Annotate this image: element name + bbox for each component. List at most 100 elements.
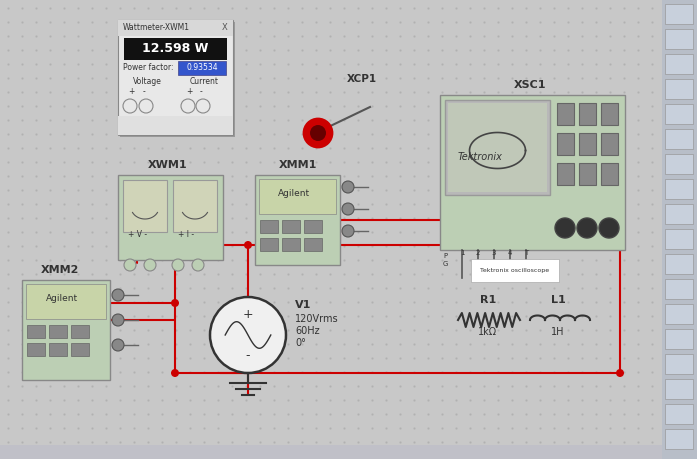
Circle shape — [171, 369, 179, 377]
Circle shape — [124, 259, 136, 271]
Bar — [124, 38, 227, 60]
Bar — [118, 116, 233, 135]
Text: G: G — [443, 261, 447, 267]
Bar — [49, 325, 67, 338]
Text: P: P — [443, 253, 447, 259]
Text: 12.598 W: 12.598 W — [142, 43, 208, 56]
Text: Agilent: Agilent — [277, 189, 309, 198]
Bar — [178, 61, 226, 75]
Circle shape — [181, 99, 195, 113]
Bar — [665, 329, 693, 349]
Circle shape — [616, 369, 624, 377]
Text: Tektronix oscilloscope: Tektronix oscilloscope — [480, 268, 549, 273]
Bar — [665, 404, 693, 424]
Bar — [260, 238, 278, 251]
Bar — [579, 163, 596, 185]
Text: +: + — [128, 88, 135, 96]
Bar — [22, 280, 110, 380]
Bar — [665, 379, 693, 399]
Bar — [665, 54, 693, 74]
Bar — [665, 304, 693, 324]
Circle shape — [171, 299, 179, 307]
Text: 4: 4 — [508, 250, 512, 256]
Bar — [0, 445, 662, 459]
Text: 1kΩ: 1kΩ — [478, 327, 498, 337]
Bar — [282, 238, 300, 251]
Text: XSC1: XSC1 — [514, 80, 546, 90]
Circle shape — [555, 218, 575, 238]
Circle shape — [196, 99, 210, 113]
Bar — [665, 29, 693, 49]
Circle shape — [112, 289, 124, 301]
Text: Tektronix: Tektronix — [458, 152, 503, 162]
Text: +: + — [243, 308, 253, 320]
Text: Power factor:: Power factor: — [123, 63, 174, 73]
Circle shape — [144, 259, 156, 271]
Bar — [601, 163, 618, 185]
Text: + V -: + V - — [128, 230, 147, 239]
Text: Wattmeter-XWM1: Wattmeter-XWM1 — [123, 23, 190, 33]
Bar — [601, 103, 618, 125]
Text: 0.93534: 0.93534 — [186, 63, 217, 73]
Bar — [662, 0, 697, 459]
Circle shape — [210, 297, 286, 373]
Bar — [557, 103, 574, 125]
Circle shape — [342, 225, 354, 237]
Text: 1: 1 — [460, 250, 464, 256]
Bar — [665, 154, 693, 174]
Bar — [557, 133, 574, 155]
Circle shape — [304, 119, 332, 147]
Text: 60Hz: 60Hz — [295, 326, 320, 336]
Bar — [71, 343, 89, 356]
Text: -: - — [143, 88, 146, 96]
Bar — [260, 220, 278, 233]
Bar — [304, 220, 322, 233]
Bar — [665, 229, 693, 249]
Bar — [579, 103, 596, 125]
Text: 0°: 0° — [295, 338, 306, 348]
Bar — [282, 220, 300, 233]
Bar — [665, 129, 693, 149]
Text: X: X — [222, 23, 228, 33]
Text: 2: 2 — [476, 250, 480, 256]
Bar — [259, 179, 336, 214]
Text: XCP1: XCP1 — [347, 74, 377, 84]
Circle shape — [139, 99, 153, 113]
Text: R1: R1 — [480, 295, 496, 305]
Text: -: - — [200, 88, 203, 96]
Text: 120Vrms: 120Vrms — [295, 314, 339, 324]
Text: 3: 3 — [492, 250, 496, 256]
Circle shape — [244, 241, 252, 249]
Text: 1H: 1H — [551, 327, 565, 337]
Bar — [118, 175, 223, 260]
Text: L1: L1 — [551, 295, 565, 305]
Bar — [665, 179, 693, 199]
Circle shape — [112, 339, 124, 351]
Bar — [120, 22, 235, 137]
Bar — [118, 20, 233, 135]
Bar — [27, 325, 45, 338]
Bar — [448, 103, 547, 192]
Circle shape — [192, 259, 204, 271]
Bar — [440, 95, 625, 250]
Text: XWM1: XWM1 — [148, 160, 187, 170]
Text: XMM1: XMM1 — [279, 160, 317, 170]
Bar — [665, 4, 693, 24]
Bar — [71, 325, 89, 338]
Text: -: - — [246, 349, 250, 363]
Bar — [255, 175, 340, 265]
Bar — [557, 163, 574, 185]
Bar — [123, 180, 167, 232]
Bar — [665, 254, 693, 274]
Circle shape — [123, 99, 137, 113]
Bar — [665, 354, 693, 374]
Bar — [665, 104, 693, 124]
Circle shape — [112, 314, 124, 326]
Text: V1: V1 — [295, 300, 312, 310]
Text: Voltage: Voltage — [133, 78, 162, 86]
Text: +: + — [186, 88, 192, 96]
Bar — [173, 180, 217, 232]
Bar — [601, 133, 618, 155]
Bar — [26, 284, 106, 319]
Bar — [665, 429, 693, 449]
